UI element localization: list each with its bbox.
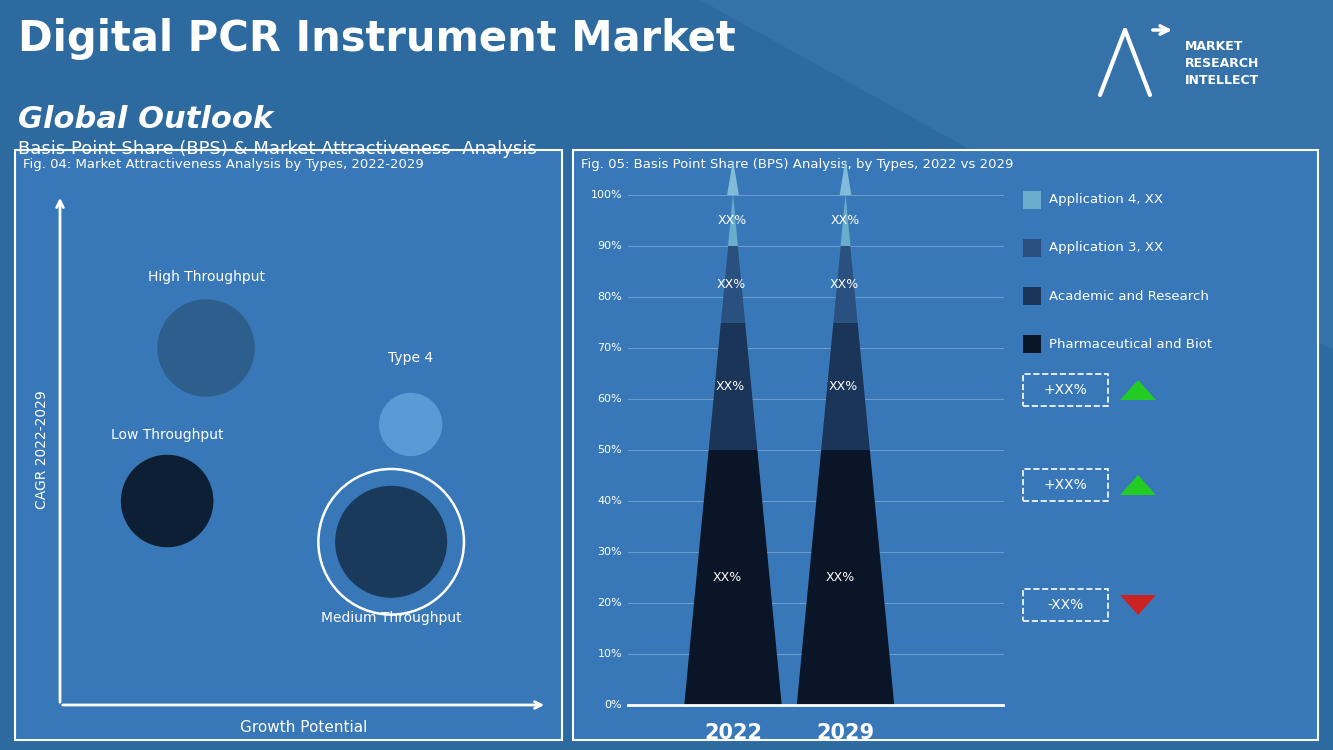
Text: 0%: 0%	[604, 700, 623, 710]
Text: 40%: 40%	[597, 496, 623, 506]
Text: XX%: XX%	[825, 571, 854, 584]
Text: 2022: 2022	[704, 723, 762, 743]
Text: Application 4, XX: Application 4, XX	[1049, 194, 1162, 206]
Polygon shape	[797, 185, 894, 705]
Text: 10%: 10%	[597, 649, 623, 659]
Polygon shape	[726, 159, 738, 195]
Polygon shape	[684, 450, 781, 705]
Text: High Throughput: High Throughput	[148, 269, 264, 284]
Circle shape	[335, 486, 447, 598]
Text: 70%: 70%	[597, 343, 623, 353]
Text: -XX%: -XX%	[1048, 598, 1084, 612]
Text: XX%: XX%	[830, 214, 860, 227]
Circle shape	[121, 454, 213, 548]
Text: XX%: XX%	[717, 278, 746, 291]
Text: Basis Point Share (BPS) & Market Attractiveness  Analysis: Basis Point Share (BPS) & Market Attract…	[19, 140, 537, 158]
Circle shape	[379, 393, 443, 456]
Polygon shape	[797, 450, 894, 705]
Polygon shape	[684, 185, 781, 705]
Circle shape	[157, 299, 255, 397]
Text: Application 3, XX: Application 3, XX	[1049, 242, 1164, 254]
Text: Fig. 04: Market Attractiveness Analysis by Types, 2022-2029: Fig. 04: Market Attractiveness Analysis …	[23, 158, 424, 171]
Bar	[573, 150, 1318, 740]
Text: 100%: 100%	[591, 190, 623, 200]
Text: XX%: XX%	[829, 278, 858, 291]
Polygon shape	[821, 322, 870, 450]
Text: Digital PCR Instrument Market: Digital PCR Instrument Market	[19, 18, 736, 60]
Text: Pharmaceutical and Biot: Pharmaceutical and Biot	[1049, 338, 1212, 350]
Text: XX%: XX%	[713, 571, 742, 584]
Polygon shape	[833, 246, 857, 322]
Text: XX%: XX%	[828, 380, 857, 393]
Text: Growth Potential: Growth Potential	[240, 719, 367, 734]
Polygon shape	[728, 195, 738, 246]
Bar	[1022, 191, 1041, 209]
Polygon shape	[1120, 595, 1156, 615]
Polygon shape	[840, 159, 852, 195]
Polygon shape	[721, 246, 745, 322]
Text: CAGR 2022-2029: CAGR 2022-2029	[35, 391, 49, 509]
Text: 60%: 60%	[597, 394, 623, 404]
Text: Type 4: Type 4	[388, 351, 433, 365]
Bar	[1022, 287, 1041, 305]
Text: Global Outlook: Global Outlook	[19, 105, 273, 134]
Text: MARKET
RESEARCH
INTELLECT: MARKET RESEARCH INTELLECT	[1185, 40, 1260, 87]
Text: Medium Throughput: Medium Throughput	[321, 611, 461, 626]
Text: 2029: 2029	[816, 723, 874, 743]
Text: +XX%: +XX%	[1044, 383, 1088, 397]
Text: Academic and Research: Academic and Research	[1049, 290, 1209, 302]
Text: Fig. 05: Basis Point Share (BPS) Analysis, by Types, 2022 vs 2029: Fig. 05: Basis Point Share (BPS) Analysi…	[581, 158, 1013, 171]
Text: 50%: 50%	[597, 445, 623, 455]
Bar	[1022, 239, 1041, 257]
Text: XX%: XX%	[716, 380, 745, 393]
Polygon shape	[1120, 380, 1156, 400]
Text: 80%: 80%	[597, 292, 623, 302]
Polygon shape	[841, 195, 850, 246]
Bar	[1022, 335, 1041, 353]
Bar	[15, 150, 563, 740]
Text: Low Throughput: Low Throughput	[111, 427, 224, 442]
Text: +XX%: +XX%	[1044, 478, 1088, 492]
Text: 30%: 30%	[597, 547, 623, 557]
Text: 20%: 20%	[597, 598, 623, 608]
Polygon shape	[1120, 475, 1156, 495]
Polygon shape	[709, 322, 757, 450]
Polygon shape	[700, 0, 1333, 350]
Text: XX%: XX%	[718, 214, 748, 227]
Text: 90%: 90%	[597, 241, 623, 251]
